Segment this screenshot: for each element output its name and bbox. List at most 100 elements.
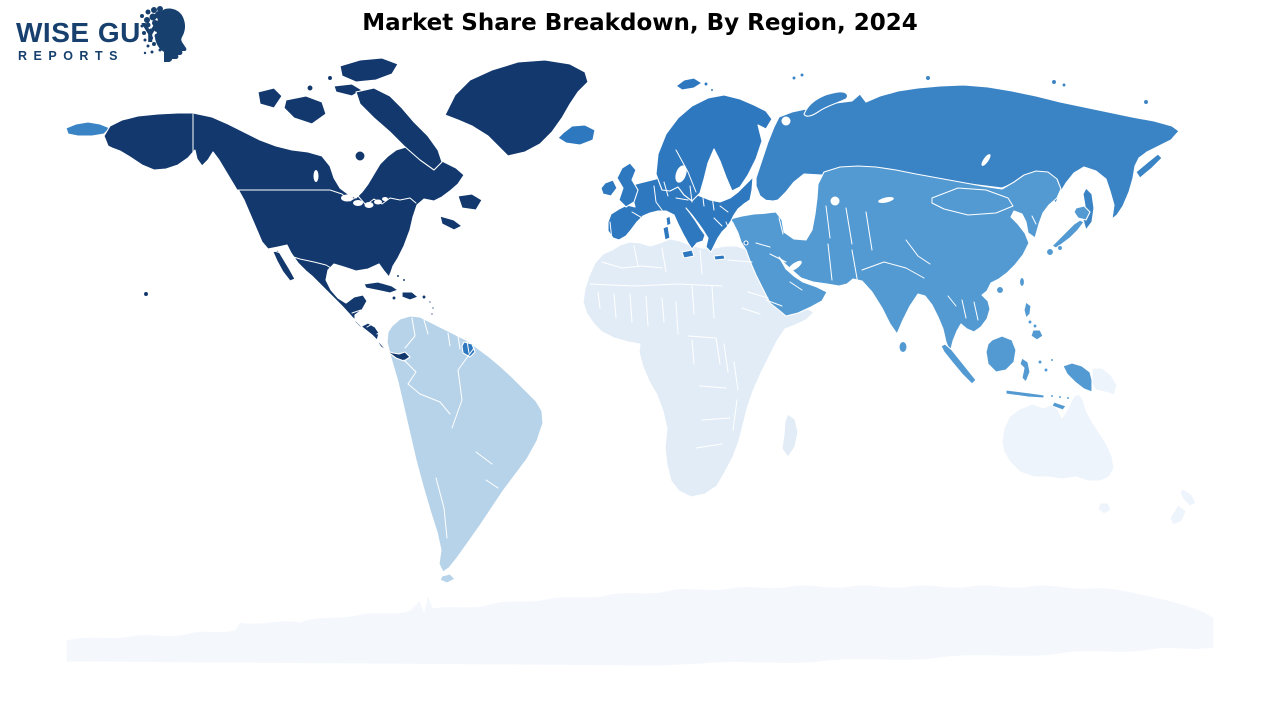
- island-cyprus: [743, 240, 749, 246]
- landmass-scandinavia: [655, 94, 773, 202]
- landmass-antarctica: [65, 584, 1215, 667]
- island-sardinia: [662, 225, 671, 241]
- head-profile-icon: [140, 6, 187, 62]
- island-greenland: [444, 59, 589, 157]
- island-franz-josef: [799, 72, 805, 78]
- region-africa: [582, 238, 815, 498]
- peninsula-baja-california: [272, 249, 296, 282]
- island-crete: [713, 254, 726, 261]
- lake-baikal: [981, 154, 991, 166]
- island-banks: [257, 87, 283, 109]
- baltic-sea: [675, 165, 687, 183]
- island-new-guinea-west: [1062, 362, 1093, 393]
- island-hokkaido: [1073, 205, 1091, 221]
- aral-sea: [830, 196, 840, 206]
- island-honshu: [1051, 219, 1085, 249]
- island-nova-scotia: [439, 215, 463, 231]
- island-moluccas: [1037, 359, 1043, 365]
- island-arctic-small: [306, 84, 314, 92]
- region-south-america: [386, 315, 544, 584]
- island-novaya-zemlya: [803, 91, 849, 117]
- island-kyushu: [1045, 247, 1055, 257]
- white-sea: [781, 116, 791, 126]
- island-visayas: [1032, 323, 1038, 329]
- island-victoria: [283, 95, 327, 125]
- island-tasmania: [1097, 502, 1112, 515]
- island-wrangel: [1142, 98, 1150, 106]
- persian-gulf: [788, 260, 802, 272]
- country-borders: [192, 113, 1037, 539]
- wise-guy-reports-logo: WISE GUY REPORTS: [14, 6, 204, 66]
- landmass-africa: [582, 238, 815, 498]
- lake-balkhash: [878, 197, 894, 203]
- island-borneo: [985, 335, 1017, 373]
- island-hispaniola: [401, 291, 419, 301]
- region-north-america: [103, 57, 589, 362]
- island-bahamas: [401, 277, 407, 283]
- island-southampton: [354, 150, 366, 162]
- island-new-zealand-south: [1169, 504, 1187, 526]
- island-visayas: [1027, 319, 1033, 325]
- logo-text-sub: REPORTS: [18, 49, 124, 63]
- island-moluccas: [1049, 357, 1055, 363]
- landmass-north-america: [103, 112, 465, 362]
- black-sea: [743, 199, 781, 215]
- island-corsica: [665, 215, 672, 227]
- island-bahamas: [395, 273, 401, 279]
- island-kuril-arc: [1135, 153, 1163, 179]
- landmass-australia: [1001, 393, 1115, 482]
- island-sicily: [681, 249, 695, 259]
- caspian-sea: [786, 179, 812, 235]
- island-franz-josef: [791, 75, 797, 81]
- island-new-siberian: [1061, 82, 1067, 88]
- region-antarctica: [65, 584, 1215, 667]
- island-newfoundland: [457, 193, 483, 211]
- great-lakes: [353, 200, 363, 206]
- island-lesser-antilles: [428, 300, 432, 304]
- landmass-chukotka-west: [65, 121, 111, 137]
- island-timor: [1051, 401, 1067, 411]
- island-new-siberian: [1050, 78, 1058, 86]
- island-svalbard: [675, 77, 703, 91]
- island-hainan: [995, 285, 1005, 295]
- island-ireland: [600, 179, 618, 197]
- lake-winnipeg: [313, 170, 319, 182]
- island-hawaii: [142, 290, 150, 298]
- island-new-guinea-east: [1091, 367, 1118, 396]
- island-sulawesi: [1019, 357, 1031, 383]
- island-luzon: [1023, 301, 1032, 319]
- island-great-britain: [616, 162, 639, 208]
- island-lesser-sunda: [1049, 393, 1055, 399]
- island-severnaya-zemlya: [924, 74, 932, 82]
- island-cuba: [363, 281, 399, 294]
- island-lesser-sunda: [1057, 394, 1063, 400]
- island-moluccas: [1043, 367, 1049, 373]
- island-madagascar: [781, 413, 799, 458]
- island-java: [1005, 389, 1045, 399]
- region-asia: [729, 165, 1093, 411]
- great-lakes: [364, 202, 374, 208]
- island-iceland: [557, 124, 596, 146]
- island-taiwan: [1018, 276, 1026, 288]
- island-arctic-small: [326, 74, 334, 82]
- chart-title: Market Share Breakdown, By Region, 2024: [362, 10, 918, 36]
- region-oceania: [1001, 367, 1197, 526]
- island-lesser-antilles: [431, 306, 435, 310]
- island-sri-lanka: [898, 340, 908, 354]
- island-svalbard: [709, 87, 715, 93]
- island-new-zealand-north: [1179, 488, 1197, 507]
- logo-text-main: WISE GUY: [16, 17, 160, 48]
- island-lesser-antilles: [430, 312, 434, 316]
- island-mindanao: [1030, 329, 1044, 341]
- island-sumatra: [940, 343, 977, 385]
- island-jamaica: [391, 295, 397, 301]
- landmass-south-america: [386, 315, 544, 573]
- island-puerto-rico: [421, 294, 427, 300]
- great-lakes: [382, 197, 388, 201]
- logo-graphic: WISE GUY REPORTS: [16, 6, 187, 63]
- island-tierra-del-fuego: [439, 573, 456, 584]
- island-shikoku: [1056, 244, 1064, 252]
- island-lesser-sunda: [1065, 395, 1071, 401]
